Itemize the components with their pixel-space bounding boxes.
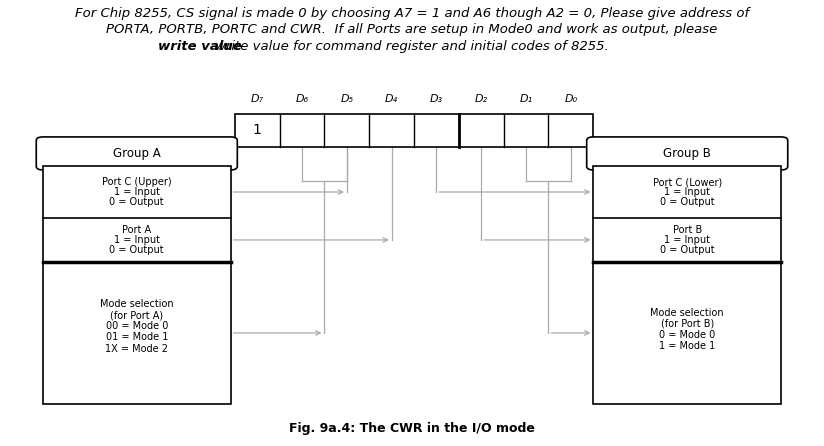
Text: write value: write value [158, 40, 242, 53]
Text: Group B: Group B [663, 147, 711, 160]
Text: 0 = Output: 0 = Output [110, 245, 164, 255]
FancyBboxPatch shape [587, 137, 788, 170]
Text: 0 = Output: 0 = Output [660, 197, 714, 207]
Text: 1: 1 [253, 124, 262, 137]
Text: Group A: Group A [113, 147, 161, 160]
Text: D₀: D₀ [564, 94, 578, 104]
Text: Port A: Port A [122, 225, 152, 235]
Text: 1 = Input: 1 = Input [114, 235, 160, 245]
Text: Port B: Port B [672, 225, 702, 235]
Text: Fig. 9a.4: The CWR in the I/O mode: Fig. 9a.4: The CWR in the I/O mode [289, 422, 535, 435]
Text: 1 = Input: 1 = Input [664, 187, 710, 197]
Text: D₁: D₁ [519, 94, 532, 104]
Text: 0 = Output: 0 = Output [110, 197, 164, 207]
Text: 1 = Input: 1 = Input [664, 235, 710, 245]
Text: D₂: D₂ [475, 94, 488, 104]
Text: D₇: D₇ [250, 94, 264, 104]
Text: Port C (Upper): Port C (Upper) [102, 177, 171, 187]
Text: 0 = Mode 0: 0 = Mode 0 [659, 330, 715, 340]
Text: D₅: D₅ [340, 94, 353, 104]
Text: 1X = Mode 2: 1X = Mode 2 [105, 344, 168, 354]
Text: 1 = Mode 1: 1 = Mode 1 [659, 341, 715, 351]
Text: write value for command register and initial codes of 8255.: write value for command register and ini… [215, 40, 609, 53]
Text: D₆: D₆ [296, 94, 309, 104]
Text: PORTA, PORTB, PORTC and CWR.  If all Ports are setup in Mode0 and work as output: PORTA, PORTB, PORTC and CWR. If all Port… [106, 23, 718, 36]
Text: 00 = Mode 0: 00 = Mode 0 [105, 321, 168, 331]
Text: (for Port B): (for Port B) [661, 318, 714, 329]
Bar [43, 166, 231, 404]
Text: 01 = Mode 1: 01 = Mode 1 [105, 332, 168, 343]
Text: (for Port A): (for Port A) [110, 310, 163, 320]
Text: D₃: D₃ [430, 94, 443, 104]
Text: Port C (Lower): Port C (Lower) [653, 177, 722, 187]
Bar [593, 166, 781, 404]
Text: D₄: D₄ [385, 94, 398, 104]
FancyBboxPatch shape [36, 137, 237, 170]
Text: Mode selection: Mode selection [100, 299, 174, 310]
Text: For Chip 8255, CS signal is made 0 by choosing A7 = 1 and A6 though A2 = 0, Plea: For Chip 8255, CS signal is made 0 by ch… [75, 7, 749, 20]
Text: Mode selection: Mode selection [650, 308, 724, 318]
Bar [235, 114, 593, 147]
Text: 1 = Input: 1 = Input [114, 187, 160, 197]
Text: 0 = Output: 0 = Output [660, 245, 714, 255]
